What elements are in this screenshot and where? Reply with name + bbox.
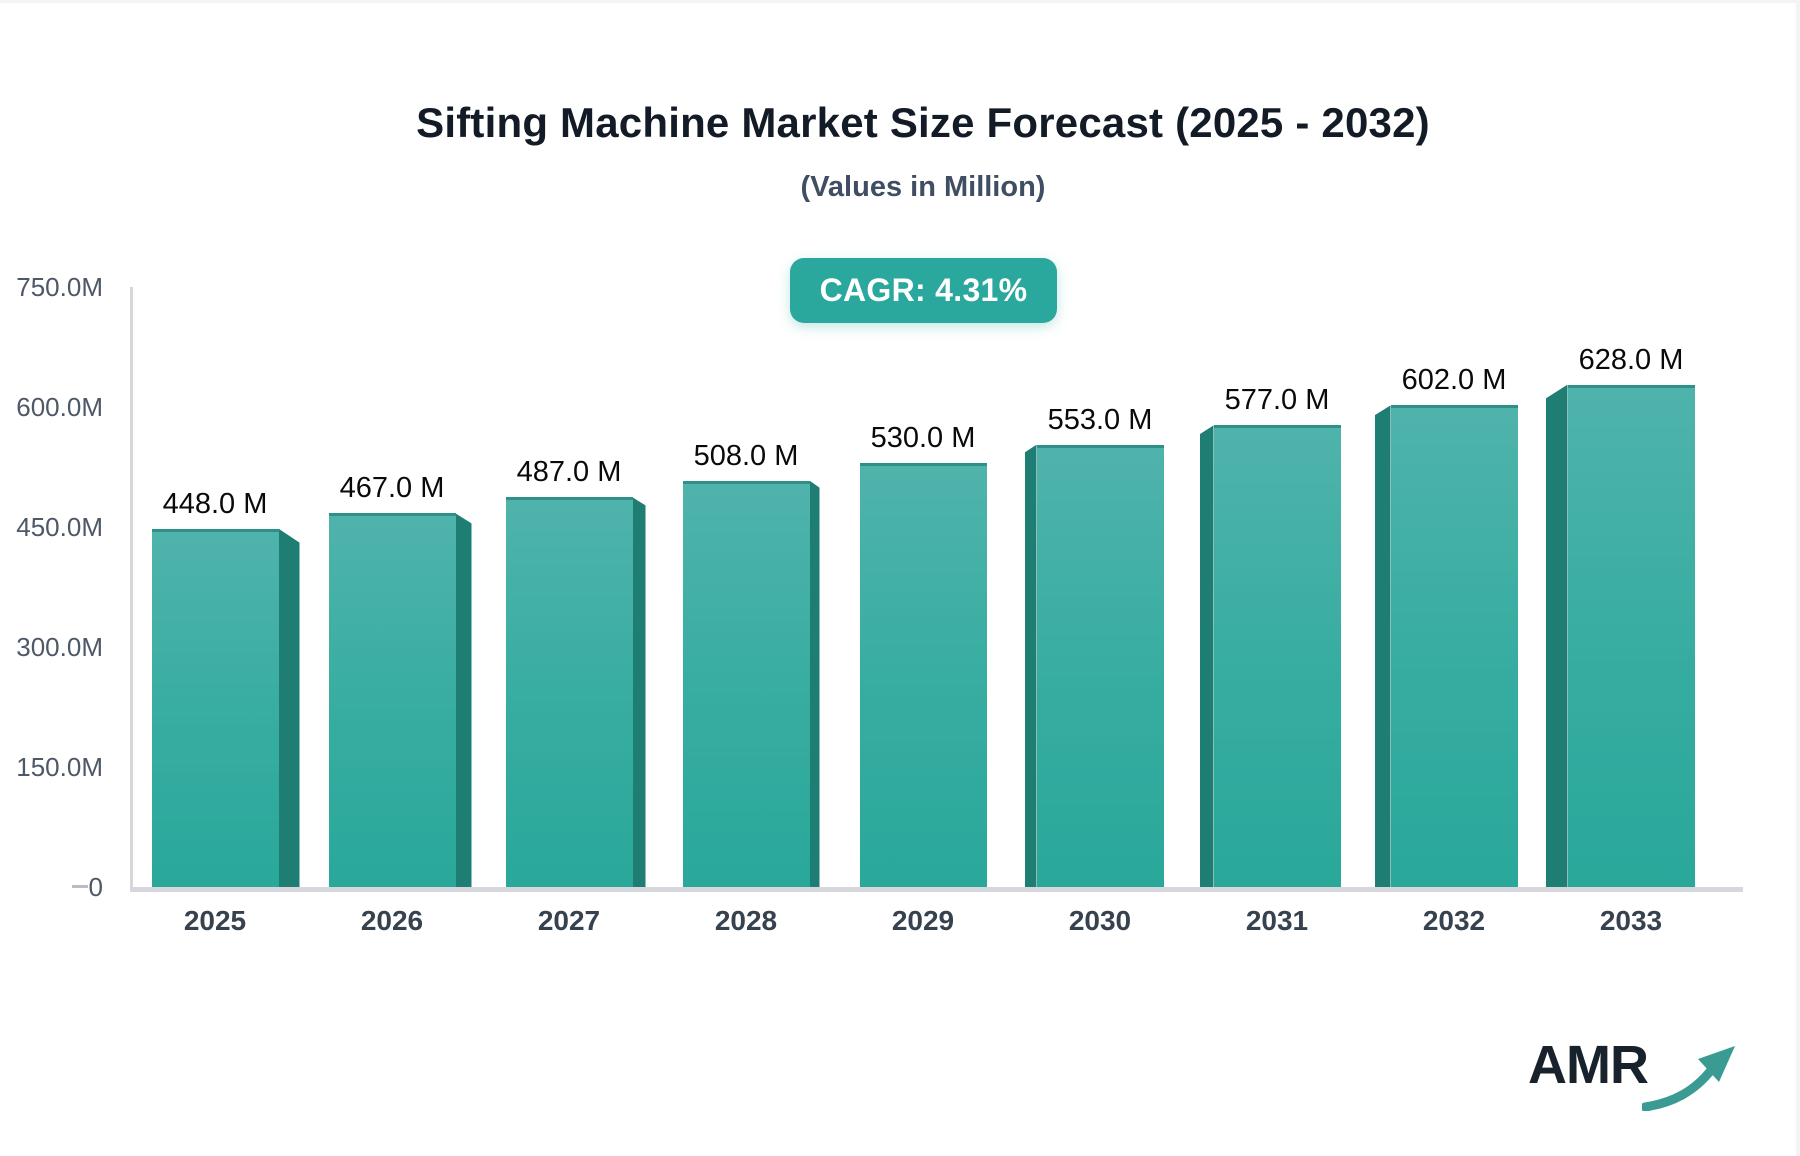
bar-value-label: 602.0 M bbox=[1401, 364, 1507, 397]
bar-side bbox=[632, 497, 646, 887]
bar-face bbox=[151, 528, 279, 887]
bar-face bbox=[1567, 384, 1695, 887]
y-tick-label: 750.0M bbox=[16, 272, 103, 302]
bar-value-label: 553.0 M bbox=[1047, 403, 1153, 436]
bar-side bbox=[1199, 425, 1214, 887]
bar-face bbox=[859, 463, 987, 887]
chart-title: Sifting Machine Market Size Forecast (20… bbox=[416, 99, 1430, 146]
bar-side bbox=[1024, 444, 1037, 887]
x-category-label: 2030 bbox=[1068, 905, 1132, 936]
y-tick-label: 300.0M bbox=[16, 632, 103, 662]
brand-logo: AMR bbox=[1528, 1037, 1738, 1111]
bar-value-label: 448.0 M bbox=[162, 487, 268, 520]
x-category-label: 2031 bbox=[1245, 905, 1309, 936]
bar-value-label: 487.0 M bbox=[516, 456, 622, 489]
bar-face bbox=[1390, 405, 1518, 887]
bar-side bbox=[455, 513, 472, 887]
bar-side bbox=[1545, 384, 1568, 887]
bar-face bbox=[505, 497, 633, 887]
bar-face bbox=[328, 513, 456, 887]
logo-text: AMR bbox=[1528, 1035, 1649, 1095]
bar-side bbox=[809, 480, 820, 887]
cagr-badge: CAGR: 4.31% bbox=[790, 258, 1057, 323]
bar-value-label: 530.0 M bbox=[870, 422, 976, 454]
x-category-label: 2026 bbox=[360, 905, 424, 936]
bar-face bbox=[1213, 425, 1341, 887]
chart-subtitle: (Values in Million) bbox=[800, 171, 1046, 203]
cagr-badge-label: CAGR: 4.31% bbox=[819, 272, 1028, 308]
y-zero-tick bbox=[72, 885, 88, 888]
y-axis-line bbox=[130, 287, 133, 892]
bar-side bbox=[1374, 405, 1391, 887]
bar-value-label: 577.0 M bbox=[1224, 384, 1330, 417]
bar-value-label: 508.0 M bbox=[693, 439, 799, 472]
x-category-label: 2027 bbox=[537, 905, 601, 936]
bar-value-label: 467.0 M bbox=[339, 472, 445, 505]
x-category-label: 2032 bbox=[1422, 905, 1486, 936]
bar-side bbox=[278, 528, 300, 887]
x-category-label: 2025 bbox=[183, 905, 247, 936]
y-tick-label: 600.0M bbox=[16, 392, 103, 422]
x-category-label: 2033 bbox=[1599, 905, 1663, 936]
x-axis-line bbox=[130, 887, 1743, 892]
y-tick-label: 0 bbox=[88, 872, 103, 902]
x-category-label: 2029 bbox=[891, 905, 955, 936]
y-tick-label: 450.0M bbox=[16, 512, 103, 542]
x-category-label: 2028 bbox=[714, 905, 778, 936]
bar-face bbox=[1036, 444, 1164, 887]
growth-arrow-icon bbox=[1641, 1046, 1735, 1111]
plot-area: 750.0M 600.0M 450.0M 300.0M 150.0M 0 448.0 M 20… bbox=[0, 3, 1796, 1156]
y-tick-label: 150.0M bbox=[16, 752, 103, 782]
bar-face bbox=[682, 480, 810, 887]
bar-value-label: 628.0 M bbox=[1578, 343, 1684, 376]
